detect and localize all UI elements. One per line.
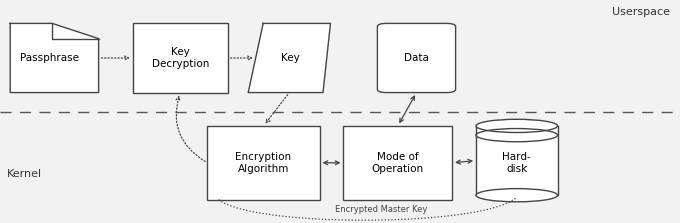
FancyBboxPatch shape — [476, 126, 558, 195]
FancyBboxPatch shape — [377, 23, 456, 93]
FancyBboxPatch shape — [133, 23, 228, 93]
Text: Userspace: Userspace — [612, 7, 670, 17]
FancyArrowPatch shape — [176, 97, 205, 161]
Text: Encryption
Algorithm: Encryption Algorithm — [235, 152, 292, 173]
Text: Kernel: Kernel — [7, 169, 42, 179]
Ellipse shape — [476, 189, 558, 202]
Text: Key
Decryption: Key Decryption — [152, 47, 209, 69]
Polygon shape — [248, 23, 330, 93]
Text: Hard-
disk: Hard- disk — [503, 152, 531, 174]
Text: Key: Key — [282, 53, 300, 63]
FancyBboxPatch shape — [343, 126, 452, 200]
Text: Mode of
Operation: Mode of Operation — [372, 152, 424, 173]
Text: Passphrase: Passphrase — [20, 53, 80, 63]
Text: Data: Data — [404, 53, 429, 63]
Ellipse shape — [476, 119, 558, 132]
Polygon shape — [10, 23, 99, 93]
Text: Encrypted Master Key: Encrypted Master Key — [335, 204, 428, 214]
FancyBboxPatch shape — [207, 126, 320, 200]
